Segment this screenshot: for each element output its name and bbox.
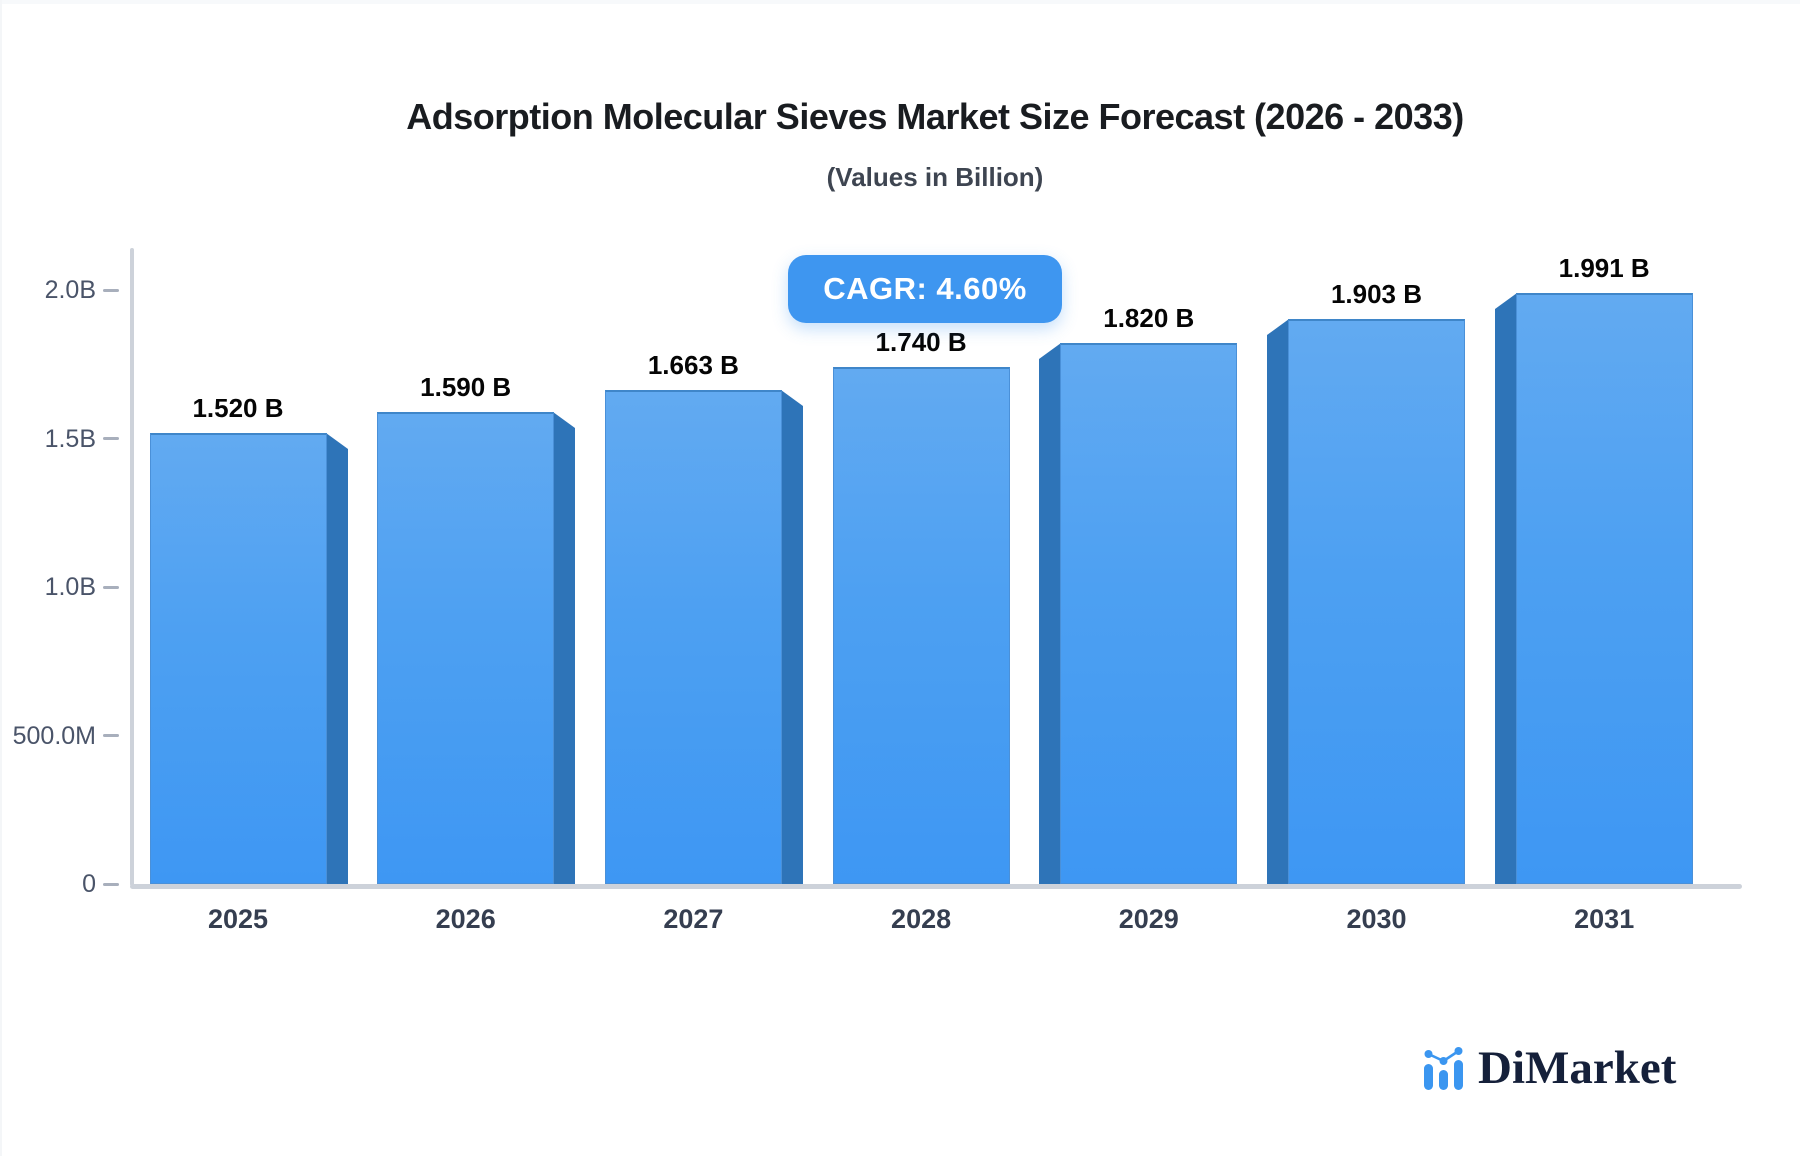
window-top-edge <box>0 0 1800 4</box>
bar-face-2026[interactable] <box>377 412 554 884</box>
bar-value-label-2026: 1.590 B <box>420 372 512 402</box>
brand-name: DiMarket <box>1478 1042 1677 1094</box>
bar-3d-side-2030 <box>1267 319 1289 884</box>
bar-value-label-2031: 1.991 B <box>1558 253 1650 283</box>
y-tick-mark <box>103 437 119 440</box>
x-tick-label-2027: 2027 <box>663 904 724 934</box>
x-tick-label-2030: 2030 <box>1346 904 1407 934</box>
bar-value-label-2029: 1.820 B <box>1103 303 1195 333</box>
bar-value-label-2028: 1.740 B <box>875 327 967 357</box>
y-tick-mark <box>103 882 119 886</box>
chart-subtitle: (Values in Billion) <box>826 162 1044 192</box>
cagr-badge: CAGR: 4.60% <box>788 255 1062 323</box>
bar-3d-side-2029 <box>1039 343 1061 884</box>
bar-face-2027[interactable] <box>605 390 782 884</box>
y-tick-mark <box>103 585 119 589</box>
bar-face-2031[interactable] <box>1516 293 1693 884</box>
bar-face-2029[interactable] <box>1060 343 1237 884</box>
dimarket-bars-chart-icon <box>1424 1047 1463 1090</box>
bar-face-2028[interactable] <box>833 367 1010 884</box>
brand-logo: DiMarket <box>1420 1040 1676 1092</box>
y-tick-label: 500.0M <box>12 721 96 750</box>
x-tick-label-2025: 2025 <box>207 904 269 934</box>
x-tick-label-2028: 2028 <box>891 904 952 934</box>
x-tick-label-2031: 2031 <box>1574 904 1635 934</box>
x-tick-label-2029: 2029 <box>1118 904 1179 934</box>
y-tick-label: 0 <box>82 870 96 898</box>
y-tick-label: 1.0B <box>44 573 96 601</box>
bar-value-label-2025: 1.520 B <box>192 393 284 423</box>
y-tick-mark <box>103 734 119 737</box>
bar-value-label-2027: 1.663 B <box>647 350 739 380</box>
window-left-edge <box>0 0 2 1156</box>
x-tick-label-2026: 2026 <box>435 904 496 934</box>
y-tick-mark <box>103 288 119 292</box>
bar-3d-side-2031 <box>1495 293 1517 884</box>
bar-value-label-2030: 1.903 B <box>1330 279 1423 309</box>
y-tick-label: 1.5B <box>44 424 96 453</box>
bar-face-2025[interactable] <box>150 433 327 884</box>
chart-title: Adsorption Molecular Sieves Market Size … <box>406 96 1464 137</box>
y-tick-label: 2.0B <box>44 276 96 304</box>
bar-3d-side-2025 <box>326 433 348 884</box>
y-axis-line <box>130 248 134 886</box>
bar-3d-side-2027 <box>781 390 803 884</box>
bar-3d-side-2026 <box>553 412 575 884</box>
bar-face-2030[interactable] <box>1288 319 1465 884</box>
x-axis-line <box>130 884 1742 889</box>
